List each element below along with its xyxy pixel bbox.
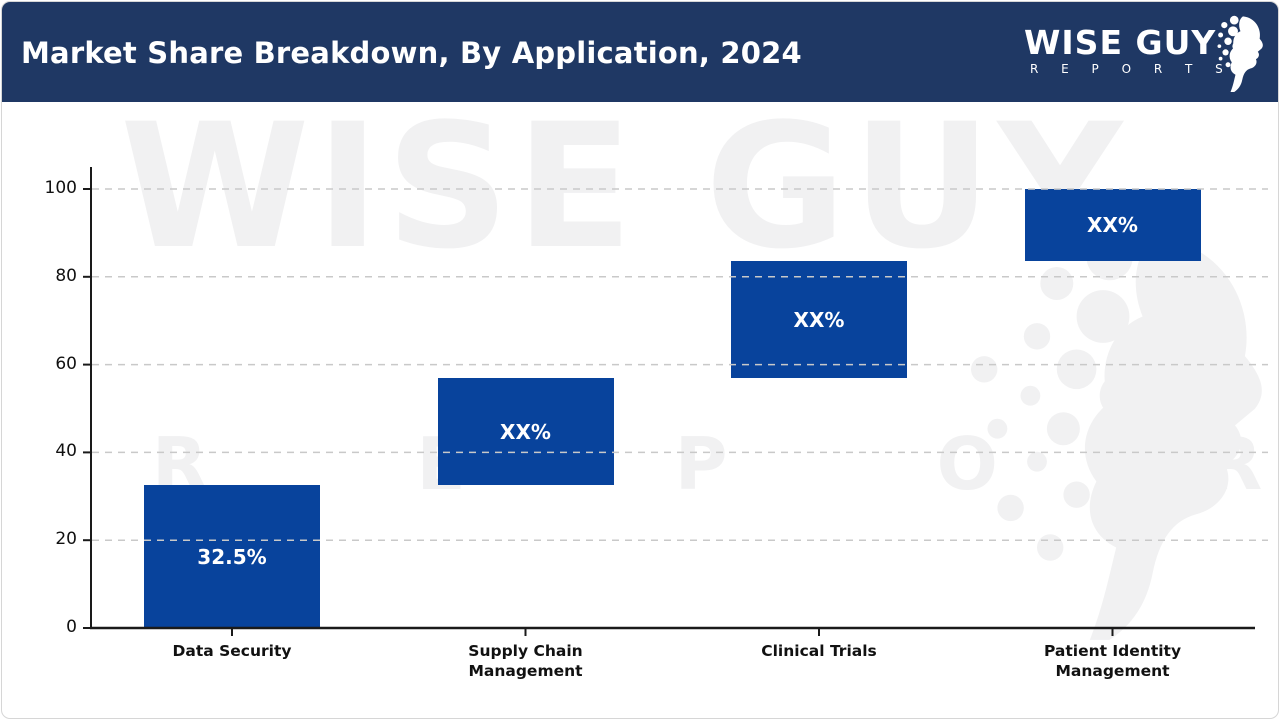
bar-data-security: 32.5% [144,485,320,628]
logo-subtitle: R E P O R T S [1030,62,1233,76]
category-label-line: Data Security [172,642,292,660]
category-label-patient-identity-management: Patient Identity Management [1003,641,1223,681]
category-label-line: Management [1055,662,1170,680]
bar-value-label: XX% [793,307,845,332]
bar-clinical-trials: XX% [731,261,907,378]
chart-area: WISE GUY R E P O R T S 32.5%XX%XX%XX% 02… [2,86,1278,718]
bar-patient-identity-management: XX% [1024,189,1201,262]
y-tick-label-60: 60 [55,353,77,374]
wiseguy-logo: WISE GUY R E P O R T S [1024,10,1264,96]
category-label-line: Patient Identity [1043,642,1182,660]
bar-value-label: XX% [500,419,551,444]
logo-wordmark: WISE GUY [1024,23,1217,62]
y-tick-label-100: 100 [44,178,77,198]
y-tick-label-80: 80 [55,265,77,286]
bar-value-label: XX% [1087,213,1138,238]
category-label-clinical-trials: Clinical Trials [709,641,929,661]
wiseguy-logo-text: WISE GUY R E P O R T S [1024,23,1233,77]
bar-value-label: 32.5% [197,544,267,569]
y-tick-label-20: 20 [55,529,77,550]
category-label-supply-chain-management: Supply Chain Management [416,641,636,681]
category-label-data-security: Data Security [122,641,342,661]
category-label-line: Supply Chain [468,642,583,660]
face-dots-icon [1217,15,1263,93]
watermark-wordmark: WISE GUY [120,86,1129,287]
y-tick-label-40: 40 [55,441,77,462]
bars-layer: 32.5% XX% XX% XX% [2,102,1278,718]
category-label-line: Management [468,662,583,680]
axes-layer [83,167,1268,636]
bar-supply-chain-management: XX% [437,377,614,486]
y-tick-label-0: 0 [66,617,77,637]
page-title: Market Share Breakdown, By Application, … [21,36,802,70]
category-label-line: Clinical Trials [761,642,877,660]
header-bar: Market Share Breakdown, By Application, … [2,2,1278,102]
